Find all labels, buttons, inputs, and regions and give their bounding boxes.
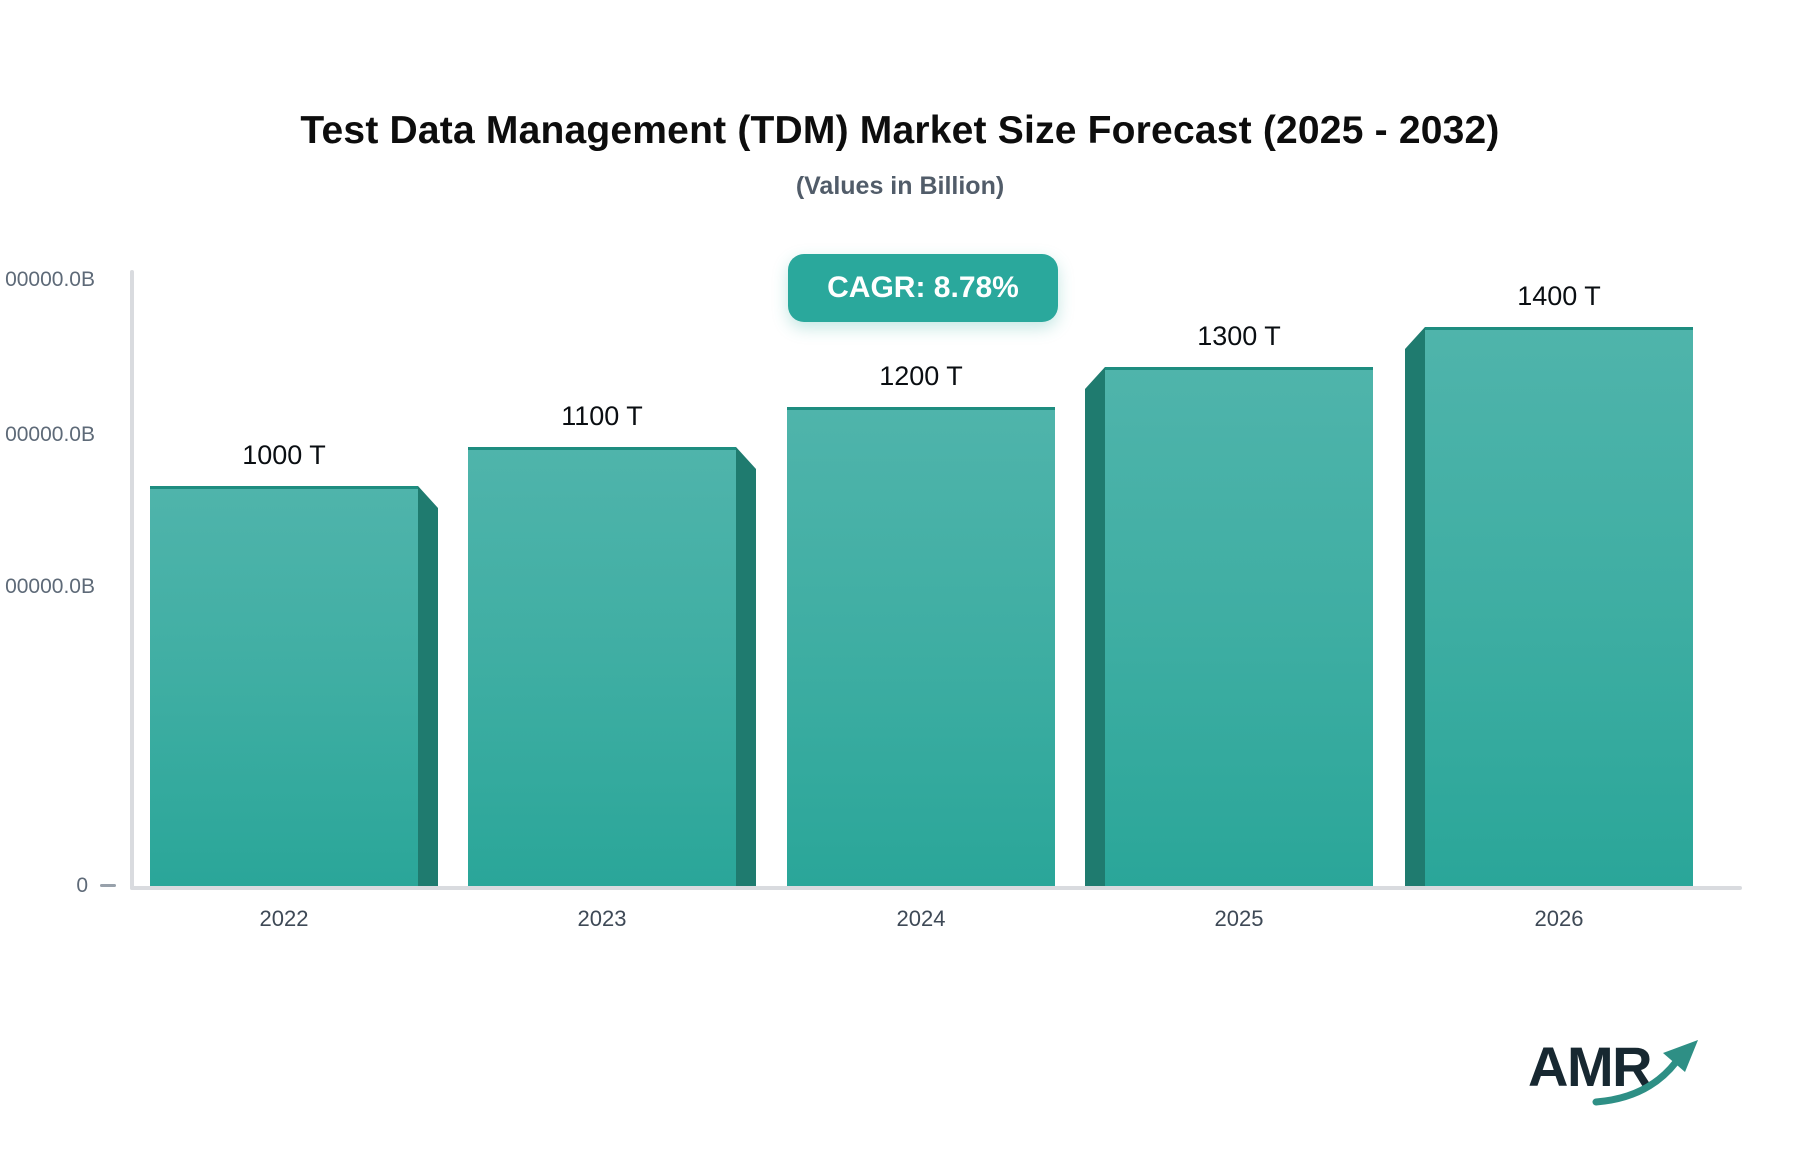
- y-axis-label: 00000.0B: [5, 575, 95, 598]
- bar-value-label-2023: 1100 T: [561, 401, 643, 431]
- bar-value-label-2025: 1300 T: [1197, 321, 1281, 351]
- y-axis-line: [130, 270, 134, 890]
- bar-2022: [150, 486, 418, 886]
- bar-2025: [1105, 367, 1373, 886]
- chart-title: Test Data Management (TDM) Market Size F…: [300, 109, 1500, 152]
- x-axis-label-2022: 2022: [259, 906, 309, 931]
- x-axis-label-2023: 2023: [577, 906, 627, 931]
- bar-value-label-2024: 1200 T: [879, 361, 963, 391]
- y-axis-label: 00000.0B: [5, 423, 95, 446]
- bar-side-3d: [1405, 327, 1425, 886]
- x-axis-line: [130, 886, 1742, 890]
- logo-arrow-head-icon: [1663, 1040, 1698, 1072]
- amr-logo: AMR: [1520, 1035, 1720, 1118]
- chart-subtitle: (Values in Billion): [795, 172, 1005, 200]
- x-axis-label-2025: 2025: [1214, 906, 1264, 931]
- bar-2023: [468, 447, 736, 886]
- bar-2024: [787, 407, 1055, 886]
- bar-value-label-2022: 1000 T: [242, 440, 326, 470]
- x-axis-label-2026: 2026: [1534, 906, 1584, 931]
- bar-value-label-2026: 1400 T: [1517, 281, 1601, 311]
- bar-side-3d: [1085, 367, 1105, 886]
- bar-2026: [1425, 327, 1693, 886]
- logo-arrow-swoosh: [1592, 1058, 1680, 1106]
- y-axis-zero-tick: [100, 884, 116, 887]
- cagr-badge-label: CAGR: 8.78%: [827, 271, 1019, 304]
- y-axis-label: 00000.0B: [5, 268, 95, 291]
- amr-logo-graphic: AMR: [1528, 1035, 1698, 1106]
- amr-logo-text: AMR: [1528, 1036, 1652, 1098]
- cagr-badge: CAGR: 8.78%: [788, 254, 1058, 322]
- y-axis-label: 0: [76, 874, 88, 897]
- bar-side-3d: [418, 486, 438, 886]
- bar-side-3d: [736, 447, 756, 886]
- x-axis-label-2024: 2024: [896, 906, 946, 931]
